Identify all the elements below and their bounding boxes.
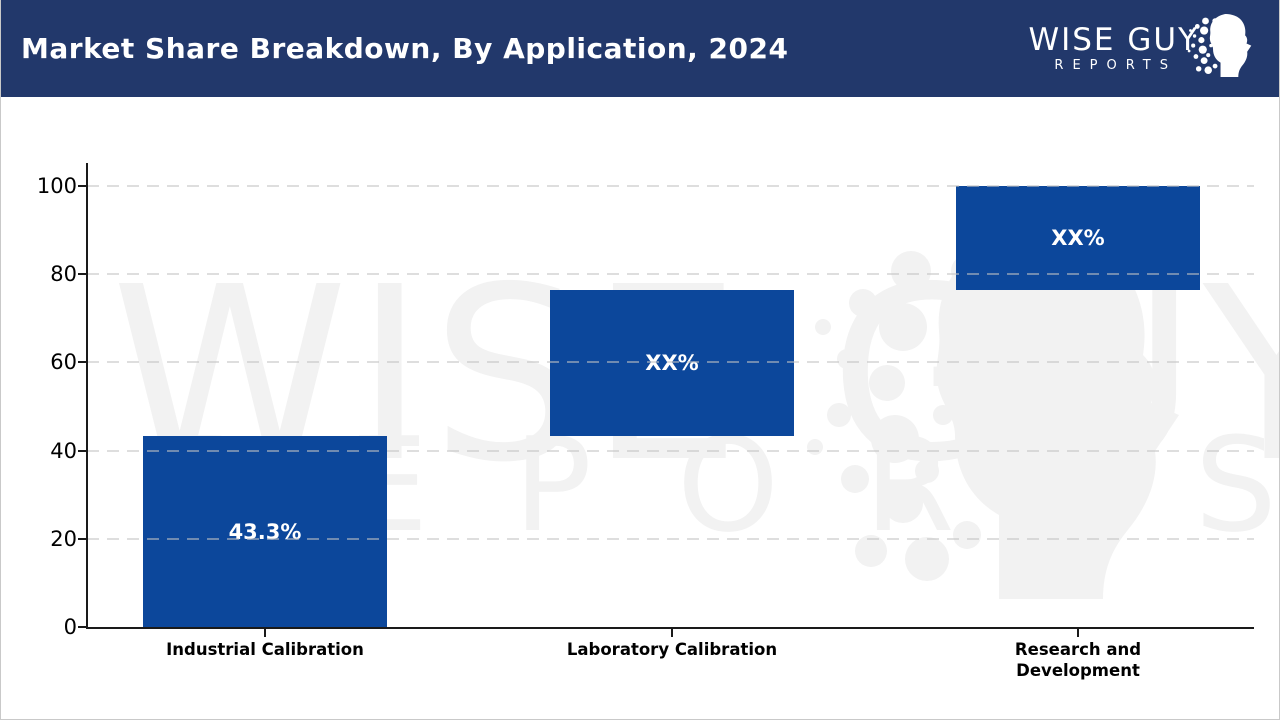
y-tick-label: 100 [36,174,77,198]
header-bar: Market Share Breakdown, By Application, … [1,0,1279,97]
y-tick-mark [78,273,86,276]
y-tick-mark [78,361,86,364]
y-tick-mark [78,449,86,452]
x-axis-line [86,627,1254,629]
x-tick-mark [264,629,266,637]
x-tick-mark [671,629,673,637]
brand-logo: WISE GUY REPORTS [1028,11,1267,87]
x-category-label: Industrial Calibration [166,640,364,659]
wiseguy-face-icon [1187,13,1252,77]
chart-title: Market Share Breakdown, By Application, … [21,32,789,65]
x-tick-mark [1077,629,1079,637]
bar: 43.3% [143,436,387,627]
y-tick-mark [78,626,86,628]
brand-name: WISE GUY [1028,22,1199,58]
y-tick-label: 0 [63,615,77,639]
gridline [87,361,1254,364]
y-tick-label: 60 [50,350,77,375]
x-category-label: Research and Development [1014,640,1142,680]
y-tick-label: 20 [50,526,77,551]
brand-tagline: REPORTS [1054,58,1178,73]
bar-value-label: XX% [1051,225,1105,250]
bar-value-label: 43.3% [228,519,302,544]
gridline [87,537,1254,540]
gridline [87,449,1254,452]
y-axis-line [86,163,88,629]
y-tick-label: 80 [50,262,77,287]
gridline [87,185,1254,187]
x-category-label: Laboratory Calibration [566,640,778,659]
brand-text: WISE GUY REPORTS [1028,24,1199,73]
y-tick-mark [78,185,86,187]
y-tick-mark [78,537,86,540]
y-tick-label: 40 [50,438,77,463]
gridline [87,273,1254,276]
